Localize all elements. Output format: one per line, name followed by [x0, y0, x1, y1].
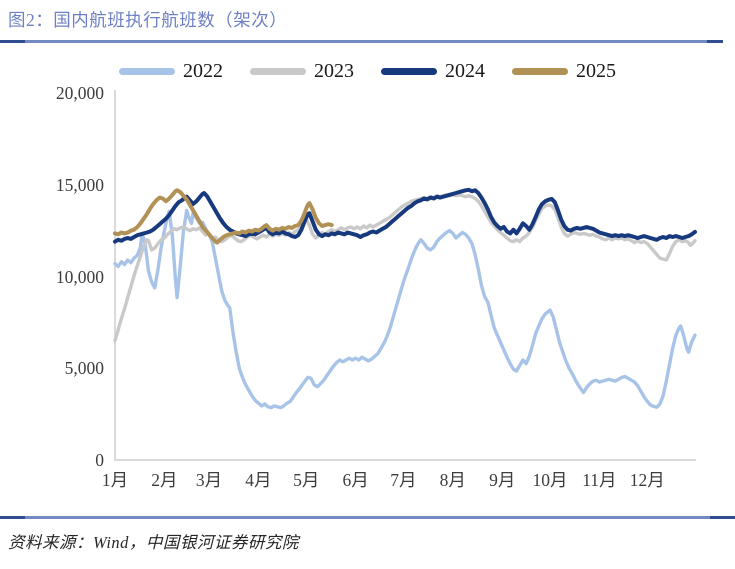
legend-marker-2022 — [119, 67, 175, 75]
line-series-2024 — [113, 187, 697, 244]
title-divider-left-cap — [0, 40, 25, 43]
legend-marker-2024 — [381, 67, 437, 75]
x-tick-label: 2月 — [151, 470, 178, 490]
legend-label: 2023 — [314, 60, 354, 82]
x-tick-label: 7月 — [390, 470, 417, 490]
legend-item-2024: 2024 — [381, 60, 485, 82]
title-divider-rule — [0, 40, 723, 43]
x-tick-label: 4月 — [245, 470, 272, 490]
legend-item-2023: 2023 — [250, 60, 354, 82]
footer-divider-rule — [0, 516, 735, 519]
legend-label: 2022 — [183, 60, 223, 82]
legend-label: 2024 — [445, 60, 485, 82]
y-tick-label: 10,000 — [55, 266, 104, 287]
chart-legend: 2022 2023 2024 2025 — [0, 60, 735, 82]
legend-marker-2023 — [250, 67, 306, 75]
x-tick-label: 11月 — [582, 470, 617, 490]
y-tick-label: 5,000 — [64, 358, 104, 379]
legend-marker-2025 — [512, 67, 568, 75]
y-axis-line — [114, 90, 116, 461]
legend-label: 2025 — [576, 60, 616, 82]
x-tick-label: 3月 — [195, 470, 223, 490]
x-tick-label: 1月 — [101, 470, 129, 490]
data-source-note: 资料来源：Wind，中国银河证券研究院 — [8, 533, 299, 552]
legend-item-2022: 2022 — [119, 60, 223, 82]
footer-divider-right-cap — [710, 516, 735, 519]
line-series-2022 — [113, 208, 697, 410]
figure-title: 图2：国内航班执行航班数（架次） — [8, 10, 288, 30]
x-tick-label: 10月 — [532, 470, 568, 490]
y-tick-label: 0 — [95, 450, 104, 470]
title-divider-right-cap — [707, 40, 723, 43]
x-tick-label: 6月 — [342, 470, 369, 490]
legend-item-2025: 2025 — [512, 60, 616, 82]
x-tick-label: 8月 — [439, 470, 466, 490]
x-tick-label: 5月 — [293, 470, 320, 490]
y-tick-label: 15,000 — [55, 174, 104, 195]
x-tick-label: 12月 — [629, 470, 665, 490]
line-series-2023 — [113, 193, 697, 343]
line-series-2025 — [113, 188, 334, 245]
x-axis-line — [114, 459, 696, 461]
footer-divider-left-cap — [0, 516, 25, 519]
y-tick-label: 20,000 — [55, 83, 104, 103]
x-tick-label: 9月 — [489, 470, 516, 490]
